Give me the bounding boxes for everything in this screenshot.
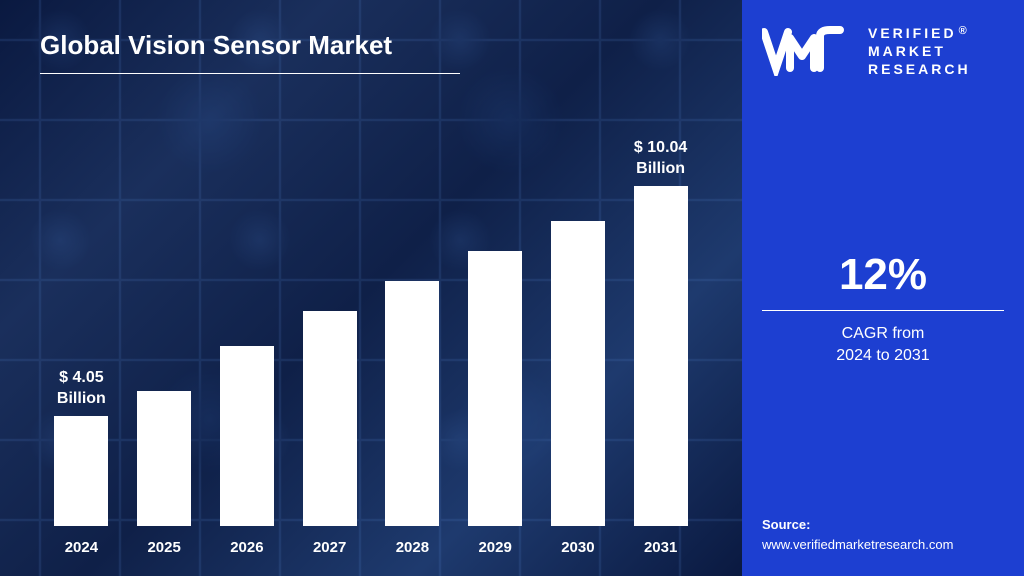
bar [385, 281, 439, 526]
x-label: 2029 [459, 539, 531, 556]
x-label: 2026 [211, 539, 283, 556]
divider [762, 310, 1004, 311]
bar-2031: $ 10.04 Billion [625, 138, 697, 526]
brand-line: MARKET [868, 42, 971, 60]
x-label: 2024 [45, 539, 117, 556]
brand-line: VERIFIED [868, 25, 957, 41]
first-value-text: $ 4.05 Billion [57, 369, 106, 407]
source-url: www.verifiedmarketresearch.com [762, 535, 953, 555]
bar-2029 [459, 251, 531, 526]
cagr-label-line: 2024 to 2031 [836, 347, 929, 364]
title-underline [40, 73, 460, 74]
brand-text: VERIFIED® MARKET RESEARCH [868, 24, 971, 79]
cagr-label-line: CAGR from [842, 325, 925, 342]
x-label: 2031 [625, 539, 697, 556]
sidebar-panel: VERIFIED® MARKET RESEARCH 12% CAGR from … [742, 0, 1024, 576]
brand-line: RESEARCH [868, 60, 971, 78]
source-title: Source: [762, 515, 953, 535]
bar [220, 346, 274, 526]
vmr-logo-icon [762, 26, 858, 76]
bar-2026 [211, 346, 283, 526]
bar [551, 221, 605, 526]
bar [137, 391, 191, 526]
cagr-stat: 12% CAGR from 2024 to 2031 [762, 250, 1004, 368]
x-axis-labels: 2024 2025 2026 2027 2028 2029 2030 2031 [40, 539, 702, 556]
bar-2028 [376, 281, 448, 526]
x-label: 2030 [542, 539, 614, 556]
x-label: 2028 [376, 539, 448, 556]
x-label: 2027 [294, 539, 366, 556]
bar-2030 [542, 221, 614, 526]
cagr-value: 12% [762, 250, 1004, 300]
last-value-text: $ 10.04 Billion [634, 139, 687, 177]
bars-container: $ 4.05 Billion [40, 116, 702, 526]
cagr-label: CAGR from 2024 to 2031 [762, 323, 1004, 368]
bar-chart: $ 4.05 Billion [40, 96, 702, 556]
bar-value-label-first: $ 4.05 Billion [57, 368, 106, 410]
brand-logo: VERIFIED® MARKET RESEARCH [762, 24, 1004, 79]
bar-value-label-last: $ 10.04 Billion [634, 138, 687, 180]
registered-mark: ® [959, 25, 970, 37]
bar-2027 [294, 311, 366, 526]
x-label: 2025 [128, 539, 200, 556]
bar-2025 [128, 391, 200, 526]
bar [54, 416, 108, 526]
bar [634, 186, 688, 526]
bar-2024: $ 4.05 Billion [45, 368, 117, 526]
bar [303, 311, 357, 526]
bar [468, 251, 522, 526]
source-citation: Source: www.verifiedmarketresearch.com [762, 515, 953, 554]
chart-title: Global Vision Sensor Market [40, 30, 392, 69]
chart-panel: Global Vision Sensor Market $ 4.05 Billi… [0, 0, 742, 576]
